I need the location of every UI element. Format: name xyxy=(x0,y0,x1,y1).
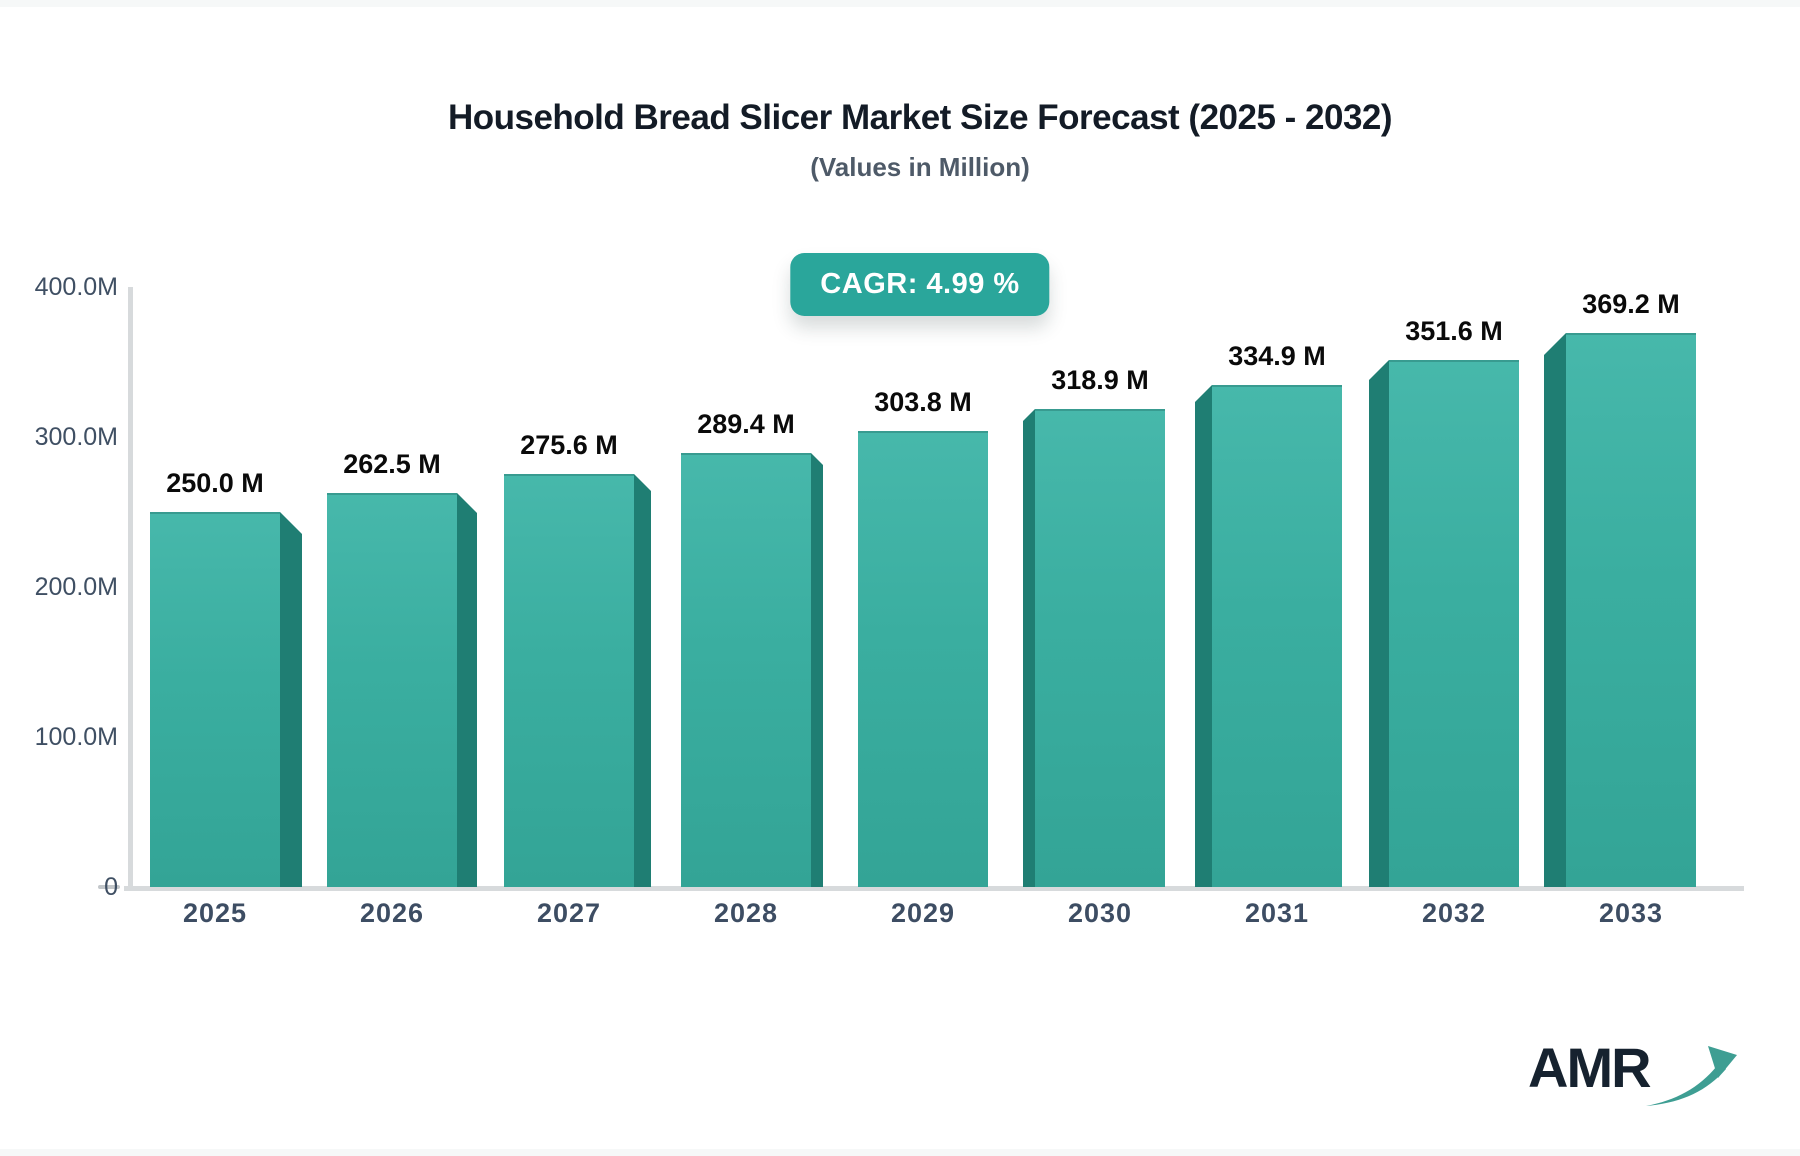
bar-2029 xyxy=(858,431,988,887)
bar-value-label: 303.8 M xyxy=(874,387,972,417)
trend-arrow-icon xyxy=(1645,1046,1737,1106)
y-tick-label: 100.0M xyxy=(34,723,118,751)
bar-3d-side xyxy=(1195,385,1212,887)
bar-value-label: 250.0 M xyxy=(166,468,264,498)
amr-logo-text: AMR xyxy=(1528,1036,1652,1099)
x-tick-label: 2032 xyxy=(1421,898,1487,928)
bar-value-label: 351.6 M xyxy=(1405,316,1503,346)
bar-3d-side xyxy=(280,512,302,887)
y-tick-label: 300.0M xyxy=(34,423,118,451)
bar-face xyxy=(504,474,634,887)
bar-face xyxy=(1212,385,1342,887)
bar-2033 xyxy=(1544,333,1696,887)
bar-2032 xyxy=(1369,360,1519,887)
x-tick-label: 2026 xyxy=(359,898,425,928)
x-tick-label: 2028 xyxy=(713,898,779,928)
bar-2025 xyxy=(150,512,302,887)
bar-value-label: 318.9 M xyxy=(1051,365,1149,395)
x-tick-label: 2030 xyxy=(1067,898,1133,928)
y-tick-label: 200.0M xyxy=(34,573,118,601)
bar-face xyxy=(858,431,988,887)
bar-face xyxy=(327,493,457,887)
bar-value-label: 334.9 M xyxy=(1228,341,1326,371)
zero-tick-mark xyxy=(98,885,120,889)
chart-header: Household Bread Slicer Market Size Forec… xyxy=(40,0,1800,182)
bar-value-label: 275.6 M xyxy=(520,430,618,460)
bar-3d-side xyxy=(1023,409,1035,887)
bar-2026 xyxy=(327,493,477,887)
y-tick-label: 400.0M xyxy=(34,273,118,301)
bar-value-label: 262.5 M xyxy=(343,449,441,479)
bar-value-label: 369.2 M xyxy=(1582,289,1680,319)
bar-2028 xyxy=(681,453,823,887)
cagr-badge: CAGR: 4.99 % xyxy=(790,253,1050,316)
top-border xyxy=(0,0,1800,7)
x-tick-label: 2025 xyxy=(182,898,248,928)
chart-title: Household Bread Slicer Market Size Forec… xyxy=(447,98,1393,137)
x-tick-label: 2029 xyxy=(890,898,956,928)
bar-3d-side xyxy=(457,493,477,887)
bar-value-label: 289.4 M xyxy=(697,409,795,439)
bar-2031 xyxy=(1195,385,1342,887)
bar-face xyxy=(150,512,280,887)
bar-2030 xyxy=(1023,409,1165,887)
bar-face xyxy=(1035,409,1165,887)
x-tick-label: 2031 xyxy=(1244,898,1310,928)
bar-face xyxy=(1389,360,1519,887)
bar-face xyxy=(1566,333,1696,887)
bar-3d-side xyxy=(634,474,651,887)
x-tick-label: 2033 xyxy=(1598,898,1664,928)
bar-3d-side xyxy=(1369,360,1389,887)
bar-face xyxy=(681,453,811,887)
bar-3d-side xyxy=(1544,333,1566,887)
y-axis-line xyxy=(128,287,133,889)
chart-subtitle: (Values in Million) xyxy=(810,152,1030,182)
x-axis-line xyxy=(124,886,1744,891)
y-tick-label: 0 xyxy=(104,873,118,901)
bar-2027 xyxy=(504,474,651,887)
bottom-border xyxy=(0,1149,1800,1156)
bar-3d-side xyxy=(811,453,823,887)
x-tick-label: 2027 xyxy=(536,898,602,928)
amr-logo: AMR xyxy=(1528,1040,1738,1110)
